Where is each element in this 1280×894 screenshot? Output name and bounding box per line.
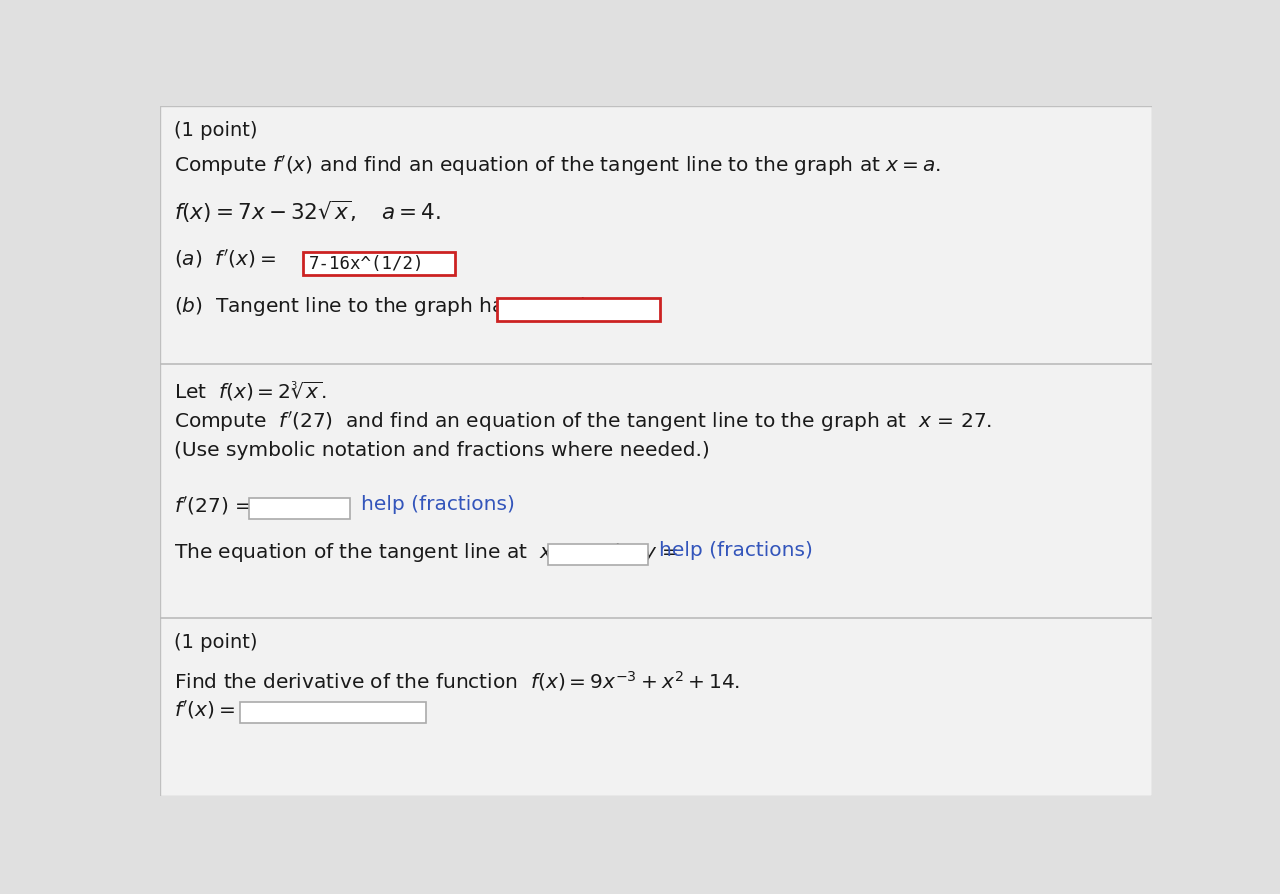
Text: Compute $f'(x)$ and find an equation of the tangent line to the graph at $x = a$: Compute $f'(x)$ and find an equation of … [174, 154, 941, 178]
Text: $(a)$  $f'(x) = $: $(a)$ $f'(x) = $ [174, 248, 276, 270]
Text: (1 point): (1 point) [174, 633, 257, 652]
Text: The equation of the tangent line at  $x = 27$  is  $y$ =: The equation of the tangent line at $x =… [174, 540, 678, 563]
Text: Find the derivative of the function  $f(x) = 9x^{-3} + x^2 + 14$.: Find the derivative of the function $f(x… [174, 669, 740, 693]
Text: Let  $f(x) = 2\sqrt[3]{x}$.: Let $f(x) = 2\sqrt[3]{x}$. [174, 379, 326, 403]
Text: Compute  $f'(27)$  and find an equation of the tangent line to the graph at  $x$: Compute $f'(27)$ and find an equation of… [174, 409, 992, 434]
FancyBboxPatch shape [497, 299, 660, 322]
Text: help (fractions): help (fractions) [659, 540, 813, 560]
Text: 7-16x^(1/2): 7-16x^(1/2) [308, 255, 424, 274]
FancyBboxPatch shape [548, 544, 648, 566]
FancyBboxPatch shape [239, 702, 426, 723]
Text: $f'(x) = $: $f'(x) = $ [174, 698, 236, 720]
Text: $(b)$  Tangent line to the graph has equation  $y = $: $(b)$ Tangent line to the graph has equa… [174, 294, 655, 317]
FancyBboxPatch shape [160, 107, 1152, 796]
Text: $f(x) = 7x - 32\sqrt{x},\quad a = 4.$: $f(x) = 7x - 32\sqrt{x},\quad a = 4.$ [174, 198, 442, 224]
Text: help (fractions): help (fractions) [361, 494, 515, 513]
FancyBboxPatch shape [250, 498, 349, 519]
FancyBboxPatch shape [303, 253, 454, 275]
Text: $f'(27)$ =: $f'(27)$ = [174, 494, 251, 516]
Text: (1 point): (1 point) [174, 121, 257, 140]
Text: (Use symbolic notation and fractions where needed.): (Use symbolic notation and fractions whe… [174, 441, 709, 460]
